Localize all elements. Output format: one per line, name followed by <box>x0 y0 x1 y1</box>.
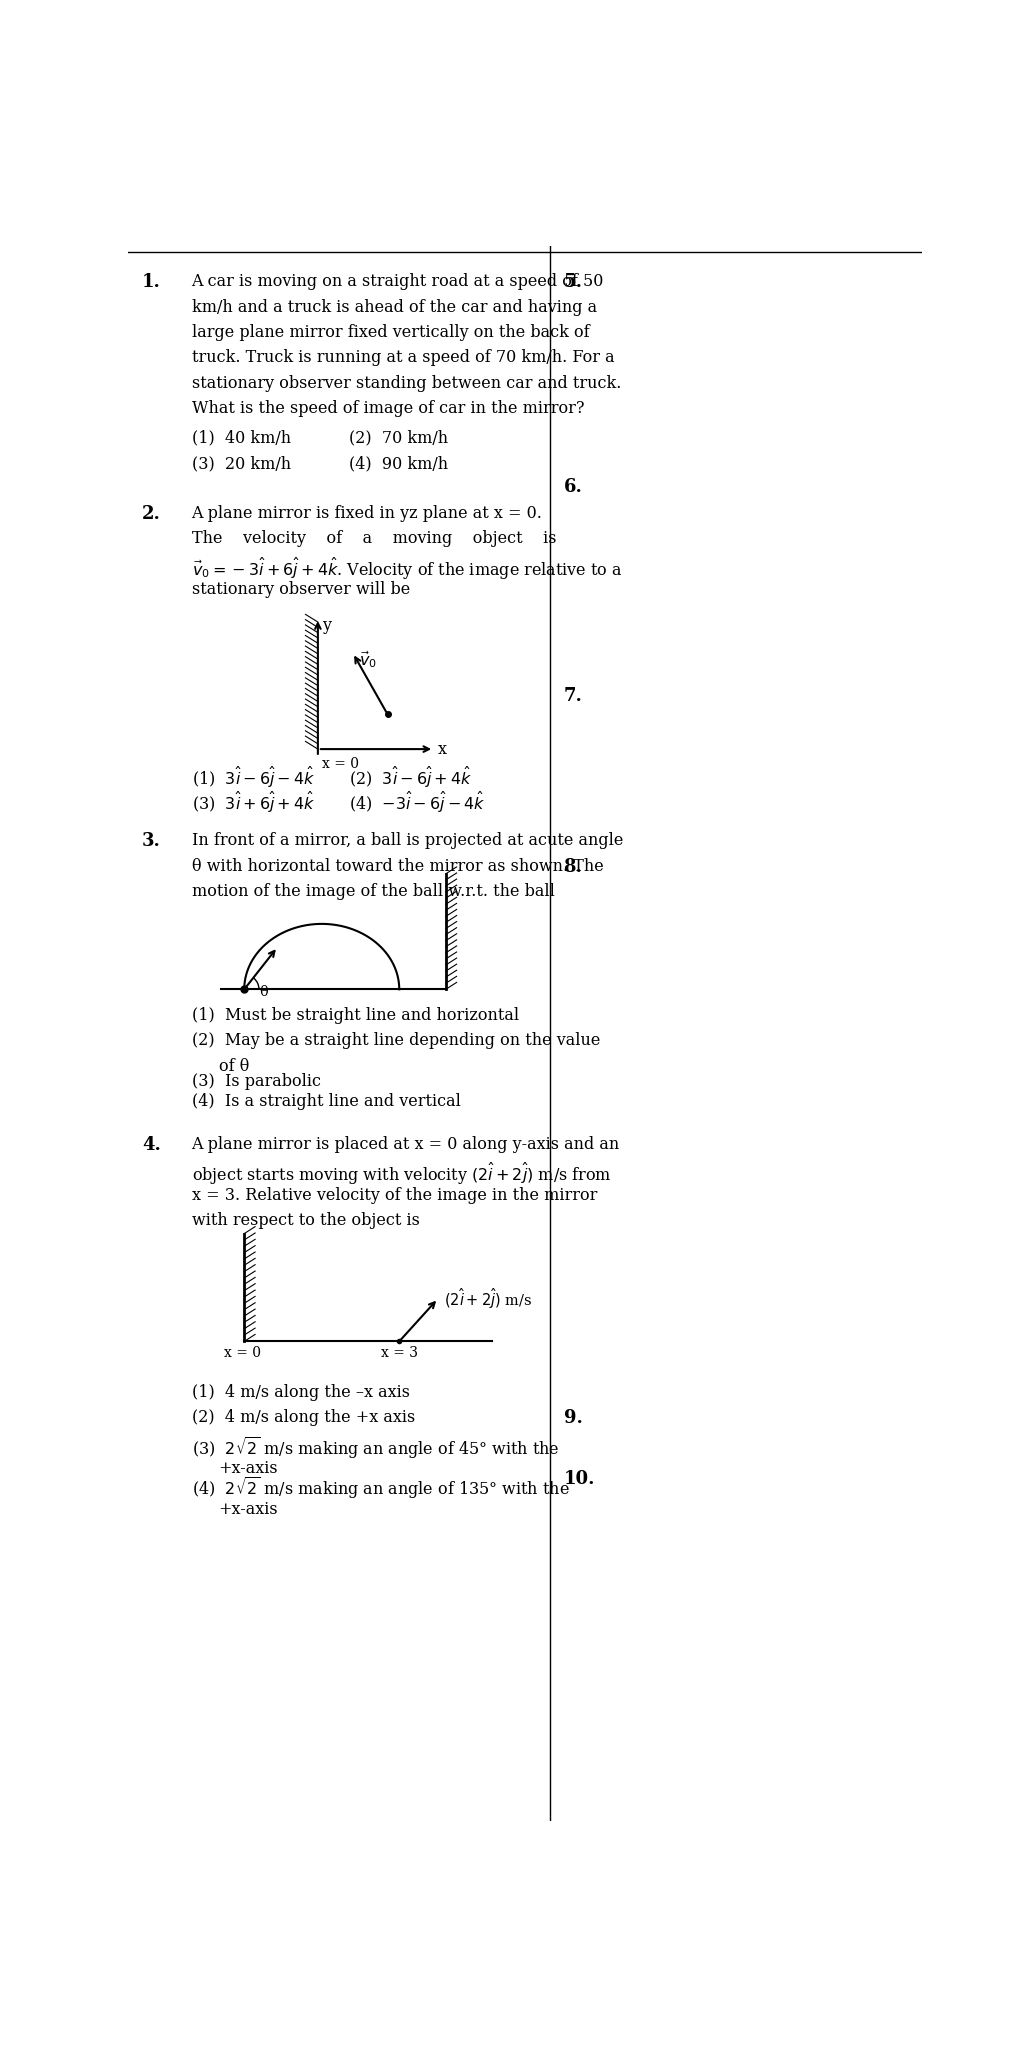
Text: $\vec{v}_0$: $\vec{v}_0$ <box>359 649 377 669</box>
Text: stationary observer will be: stationary observer will be <box>191 581 410 597</box>
Text: (1)  $3\hat{i} - 6\hat{j} - 4\hat{k}$: (1) $3\hat{i} - 6\hat{j} - 4\hat{k}$ <box>191 765 315 790</box>
Text: A plane mirror is fixed in yz plane at x = 0.: A plane mirror is fixed in yz plane at x… <box>191 505 543 522</box>
Text: In front of a mirror, a ball is projected at acute angle: In front of a mirror, a ball is projecte… <box>191 833 623 849</box>
Text: 7.: 7. <box>563 687 583 706</box>
Text: (3)  $2\sqrt{2}$ m/s making an angle of 45° with the: (3) $2\sqrt{2}$ m/s making an angle of 4… <box>191 1434 559 1461</box>
Text: truck. Truck is running at a speed of 70 km/h. For a: truck. Truck is running at a speed of 70… <box>191 350 614 366</box>
Text: +x-axis: +x-axis <box>219 1500 279 1518</box>
Text: (4)  $2\sqrt{2}$ m/s making an angle of 135° with the: (4) $2\sqrt{2}$ m/s making an angle of 1… <box>191 1475 569 1502</box>
Text: (2)  70 km/h: (2) 70 km/h <box>349 430 449 446</box>
Text: of θ: of θ <box>219 1058 249 1074</box>
Text: 9.: 9. <box>563 1410 583 1428</box>
Text: 3.: 3. <box>142 833 161 851</box>
Text: (2)  4 m/s along the +x axis: (2) 4 m/s along the +x axis <box>191 1410 415 1426</box>
Text: x = 3. Relative velocity of the image in the mirror: x = 3. Relative velocity of the image in… <box>191 1187 597 1203</box>
Text: (4)  $-3\hat{i} - 6\hat{j} - 4\hat{k}$: (4) $-3\hat{i} - 6\hat{j} - 4\hat{k}$ <box>349 790 485 814</box>
Text: $\vec{v}_0 = -3\hat{i} + 6\hat{j} + 4\hat{k}$. Velocity of the image relative to: $\vec{v}_0 = -3\hat{i} + 6\hat{j} + 4\ha… <box>191 557 623 581</box>
Text: (3)  20 km/h: (3) 20 km/h <box>191 454 291 473</box>
Text: (1)  Must be straight line and horizontal: (1) Must be straight line and horizontal <box>191 1007 519 1025</box>
Text: (4)  Is a straight line and vertical: (4) Is a straight line and vertical <box>191 1093 461 1111</box>
Text: (1)  40 km/h: (1) 40 km/h <box>191 430 291 446</box>
Text: What is the speed of image of car in the mirror?: What is the speed of image of car in the… <box>191 401 584 417</box>
Text: (2)  May be a straight line depending on the value: (2) May be a straight line depending on … <box>191 1033 600 1050</box>
Text: 8.: 8. <box>563 857 583 876</box>
Text: x = 0: x = 0 <box>322 757 358 771</box>
Text: y: y <box>322 616 331 634</box>
Text: object starts moving with velocity $(2\hat{i} + 2\hat{j})$ m/s from: object starts moving with velocity $(2\h… <box>191 1162 611 1187</box>
Text: 1.: 1. <box>142 274 161 291</box>
Text: with respect to the object is: with respect to the object is <box>191 1211 420 1230</box>
Text: motion of the image of the ball w.r.t. the ball: motion of the image of the ball w.r.t. t… <box>191 884 554 900</box>
Text: x: x <box>438 741 447 757</box>
Text: 5.: 5. <box>563 274 583 291</box>
Text: (2)  $3\hat{i} - 6\hat{j} + 4\hat{k}$: (2) $3\hat{i} - 6\hat{j} + 4\hat{k}$ <box>349 765 472 790</box>
Text: x = 3: x = 3 <box>381 1346 418 1361</box>
Text: stationary observer standing between car and truck.: stationary observer standing between car… <box>191 374 621 393</box>
Text: 10.: 10. <box>563 1471 595 1487</box>
Text: (4)  90 km/h: (4) 90 km/h <box>349 454 449 473</box>
Text: km/h and a truck is ahead of the car and having a: km/h and a truck is ahead of the car and… <box>191 299 597 315</box>
Text: 4.: 4. <box>142 1136 161 1154</box>
Text: (3)  $3\hat{i} + 6\hat{j} + 4\hat{k}$: (3) $3\hat{i} + 6\hat{j} + 4\hat{k}$ <box>191 790 315 814</box>
Text: $(2\hat{i} + 2\hat{j})$ m/s: $(2\hat{i} + 2\hat{j})$ m/s <box>444 1287 532 1311</box>
Text: x = 0: x = 0 <box>224 1346 261 1361</box>
Text: (3)  Is parabolic: (3) Is parabolic <box>191 1072 321 1091</box>
Text: θ: θ <box>260 986 268 1000</box>
Text: A car is moving on a straight road at a speed of 50: A car is moving on a straight road at a … <box>191 274 604 291</box>
Text: +x-axis: +x-axis <box>219 1461 279 1477</box>
Text: θ with horizontal toward the mirror as shown. The: θ with horizontal toward the mirror as s… <box>191 857 603 876</box>
Text: (1)  4 m/s along the –x axis: (1) 4 m/s along the –x axis <box>191 1383 410 1402</box>
Text: large plane mirror fixed vertically on the back of: large plane mirror fixed vertically on t… <box>191 323 589 342</box>
Text: 2.: 2. <box>142 505 161 524</box>
Text: 6.: 6. <box>563 479 583 495</box>
Text: The    velocity    of    a    moving    object    is: The velocity of a moving object is <box>191 530 556 548</box>
Text: A plane mirror is placed at x = 0 along y-axis and an: A plane mirror is placed at x = 0 along … <box>191 1136 620 1152</box>
